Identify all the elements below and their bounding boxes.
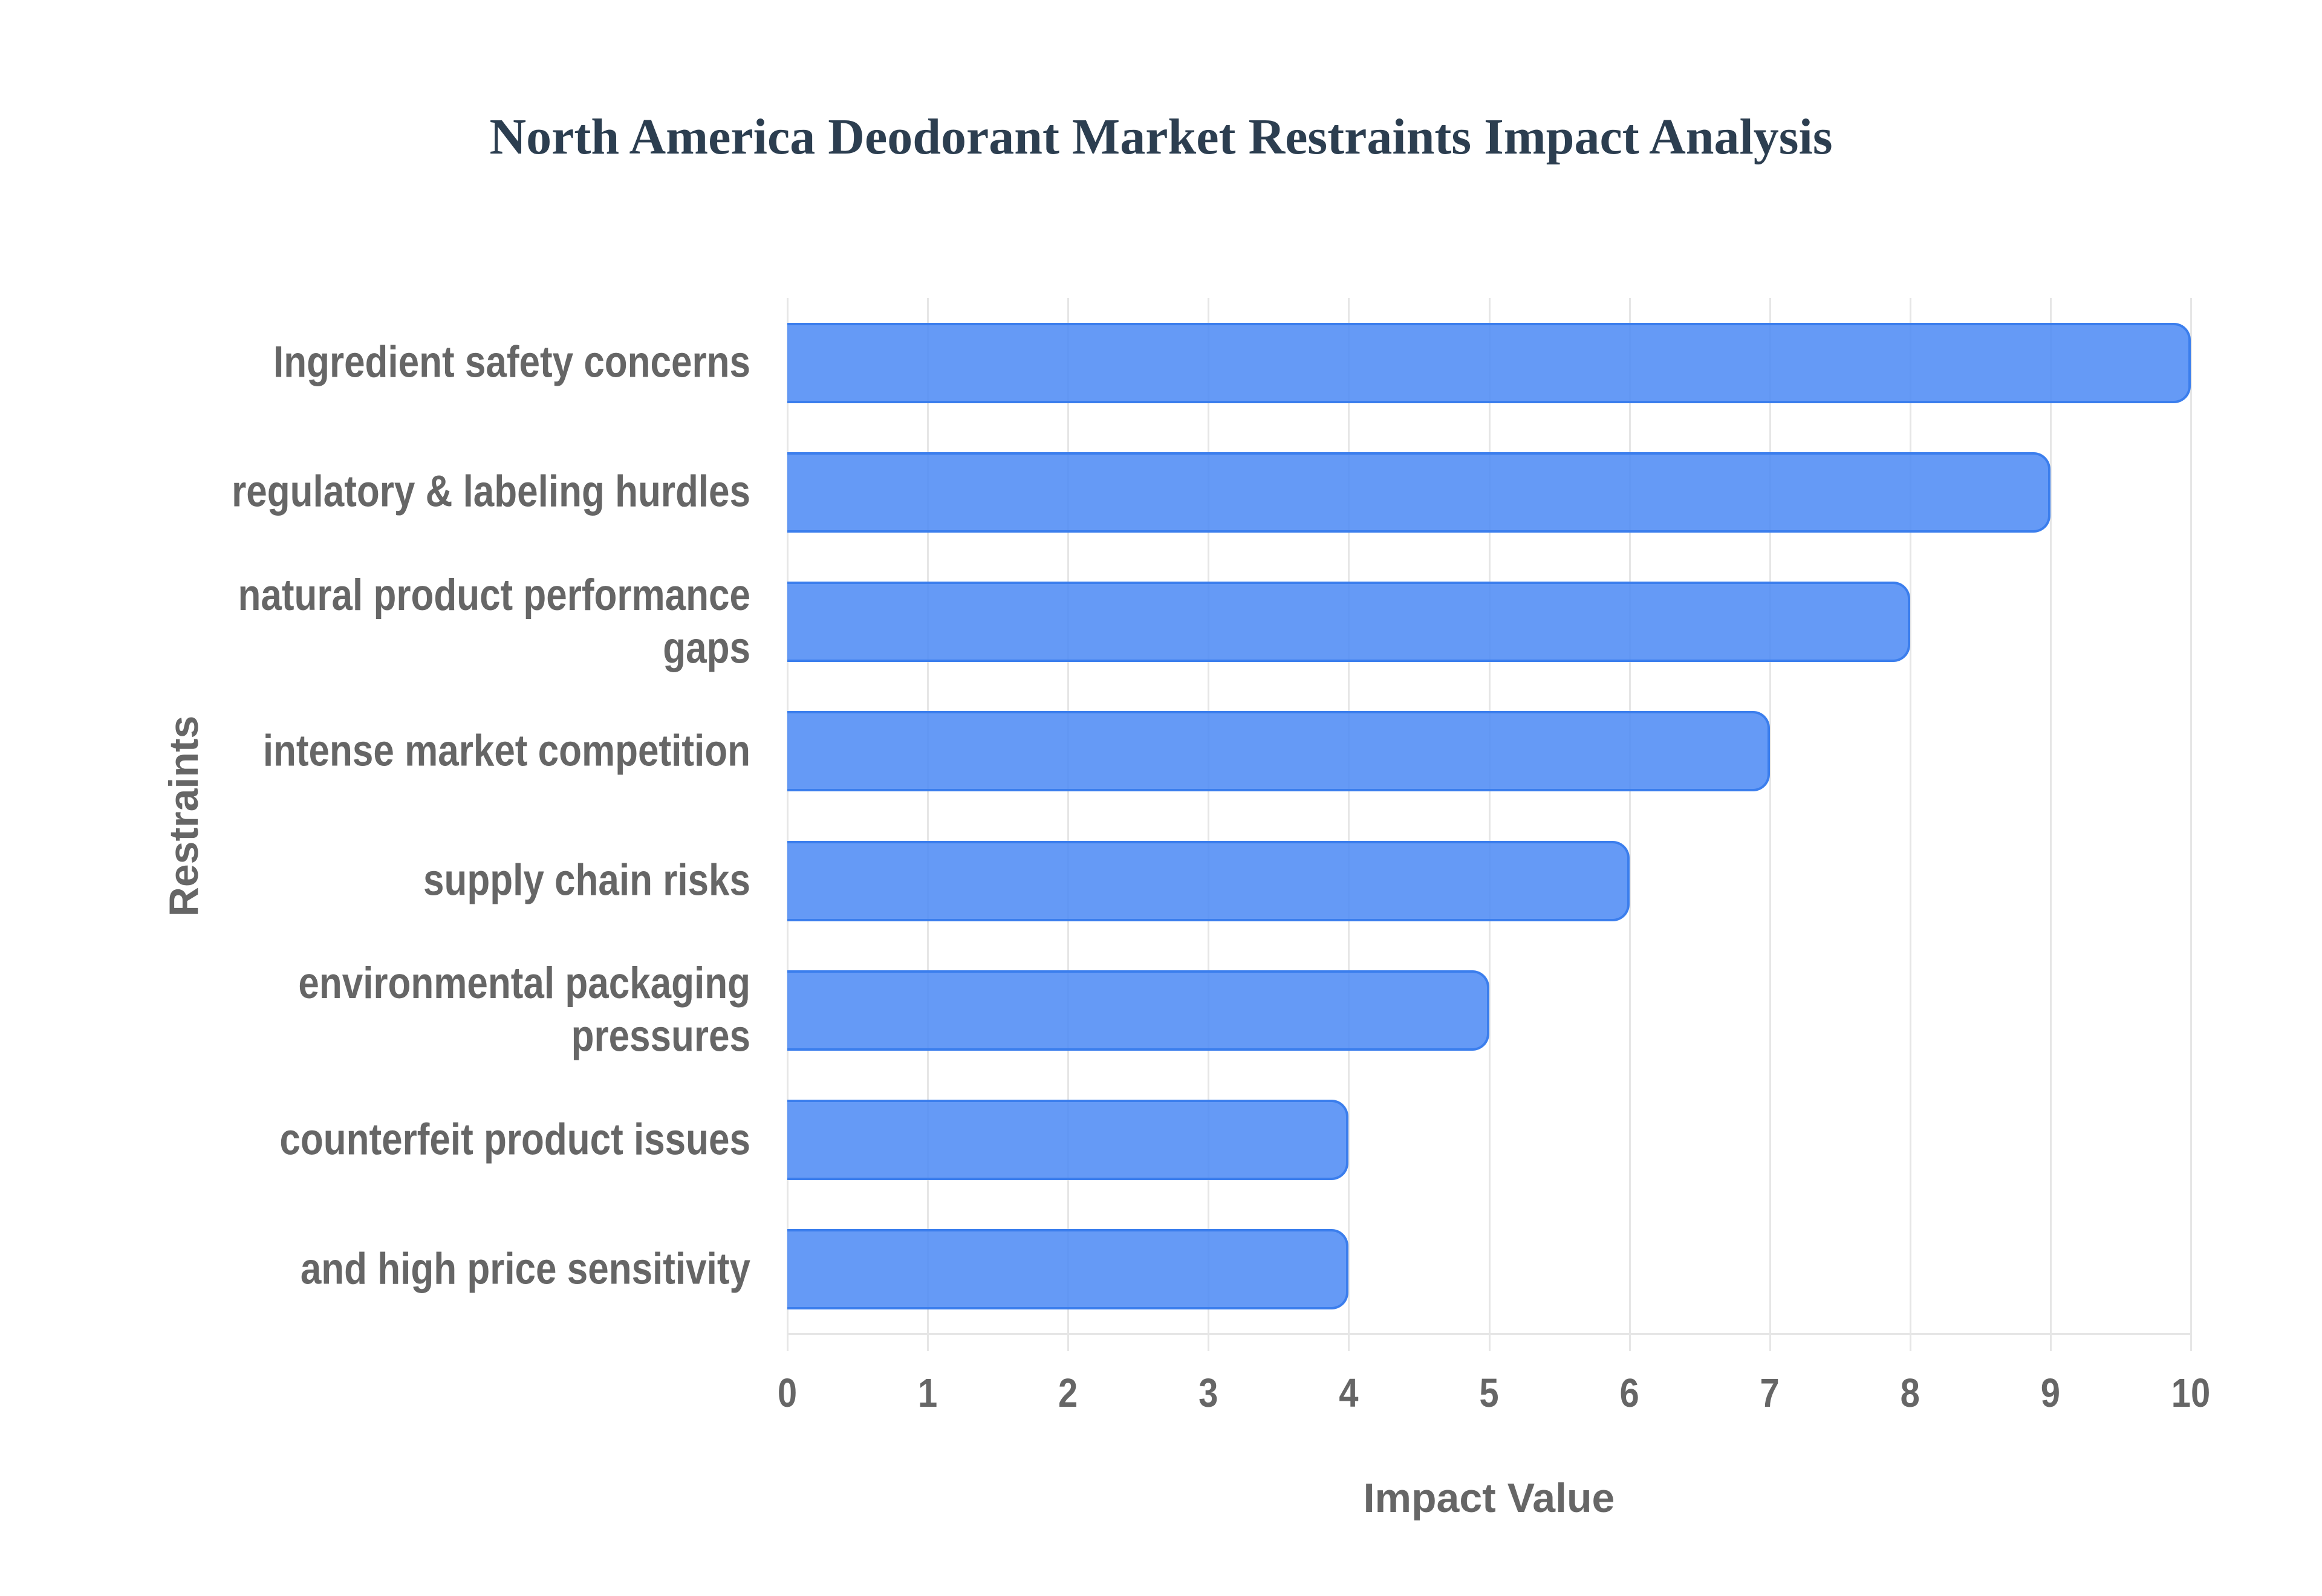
x-tick-label: 6 bbox=[1619, 1371, 1639, 1416]
plot-area bbox=[787, 298, 2192, 1351]
gridline-x-2 bbox=[1067, 298, 1070, 1351]
bar[interactable] bbox=[787, 452, 2050, 533]
x-tick-label: 7 bbox=[1760, 1371, 1780, 1416]
y-axis-label-line: gaps bbox=[663, 623, 750, 673]
gridline-x-8 bbox=[1909, 298, 1911, 1351]
bar[interactable] bbox=[787, 1100, 1349, 1181]
y-axis-label-line: intense market competition bbox=[262, 726, 750, 776]
chart-title: North America Deodorant Market Restraint… bbox=[489, 109, 1833, 165]
y-axis-label: natural product performance gaps bbox=[85, 569, 750, 675]
y-axis-label-line: natural product performance bbox=[238, 570, 750, 620]
gridline-x-10 bbox=[2190, 298, 2192, 1351]
gridline-x-4 bbox=[1348, 298, 1350, 1351]
bar[interactable] bbox=[787, 322, 2191, 403]
bar[interactable] bbox=[787, 711, 1770, 792]
gridline-x-3 bbox=[1208, 298, 1210, 1351]
x-axis-title: Impact Value bbox=[1363, 1475, 1615, 1521]
x-tick-label: 9 bbox=[2040, 1371, 2061, 1416]
x-tick-label: 2 bbox=[1058, 1371, 1078, 1416]
x-tick-label: 10 bbox=[2171, 1371, 2211, 1416]
y-axis-label: intense market competition bbox=[85, 725, 750, 777]
y-axis-label-line: counterfeit product issues bbox=[279, 1115, 750, 1164]
gridline-x-5 bbox=[1488, 298, 1491, 1351]
gridline-x-9 bbox=[2049, 298, 2052, 1351]
bar[interactable] bbox=[787, 840, 1630, 921]
y-axis-label-line: regulatory & labeling hurdles bbox=[232, 467, 750, 517]
y-axis-label-line: and high price sensitivity bbox=[300, 1244, 750, 1294]
bar[interactable] bbox=[787, 970, 1489, 1051]
x-tick-label: 5 bbox=[1479, 1371, 1499, 1416]
gridline-x-7 bbox=[1769, 298, 1771, 1351]
y-axis-label: and high price sensitivity bbox=[85, 1243, 750, 1296]
y-axis-label-line: environmental packaging bbox=[298, 959, 750, 1008]
y-axis-label: Ingredient safety concerns bbox=[85, 336, 750, 389]
y-axis-label-line: Ingredient safety concerns bbox=[273, 337, 750, 388]
x-tick-label: 3 bbox=[1198, 1371, 1218, 1416]
x-tick-label: 1 bbox=[917, 1371, 938, 1416]
bar[interactable] bbox=[787, 582, 1910, 663]
y-axis-label: regulatory & labeling hurdles bbox=[85, 466, 750, 519]
x-tick-label: 8 bbox=[1900, 1371, 1920, 1416]
y-axis-label-line: pressures bbox=[571, 1011, 750, 1062]
x-tick-label: 0 bbox=[777, 1371, 798, 1416]
y-axis-label-line: supply chain risks bbox=[423, 855, 750, 906]
gridline-x-0 bbox=[787, 298, 789, 1351]
y-axis-label: supply chain risks bbox=[85, 854, 750, 907]
y-axis-title: Restraints bbox=[161, 715, 207, 917]
gridline-x-1 bbox=[927, 298, 929, 1351]
x-tick-label: 4 bbox=[1339, 1371, 1359, 1416]
gridline-x-6 bbox=[1628, 298, 1631, 1351]
y-axis-label: counterfeit product issues bbox=[85, 1114, 750, 1166]
y-axis-label: environmental packaging pressures bbox=[85, 958, 750, 1063]
bar[interactable] bbox=[787, 1229, 1349, 1310]
